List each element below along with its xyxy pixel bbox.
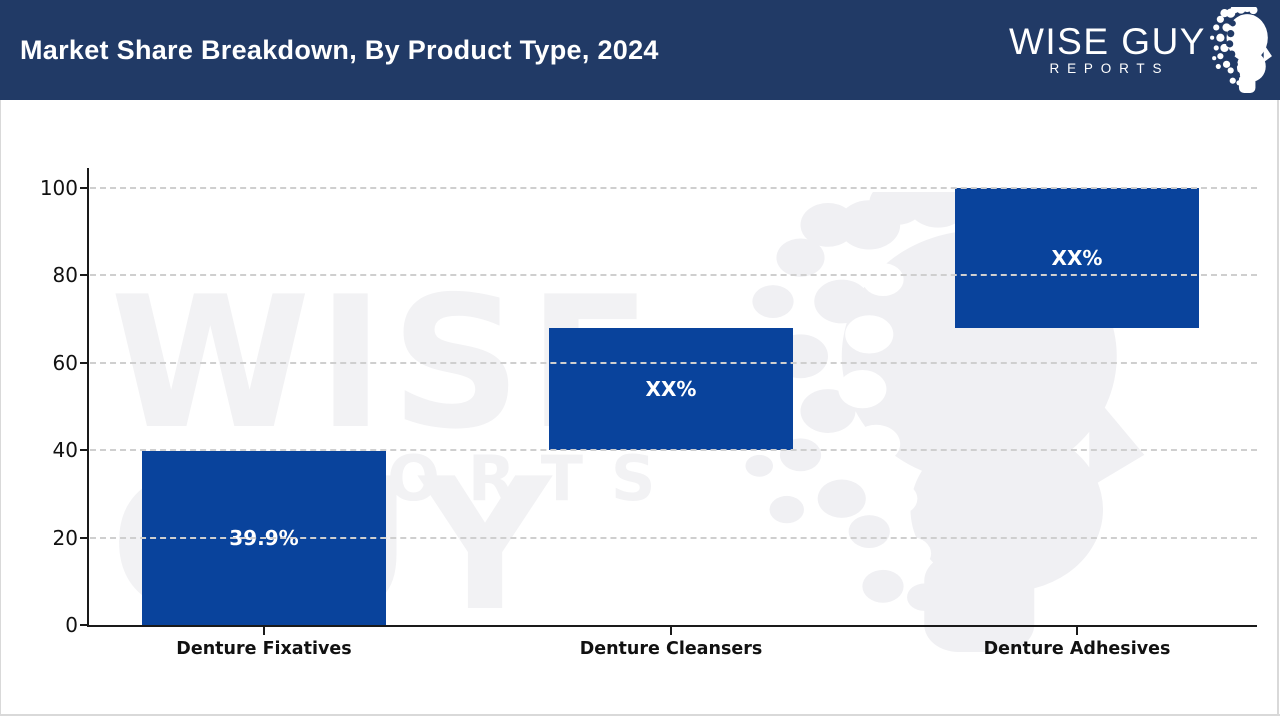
x-category-label: Denture Adhesives [983, 639, 1171, 659]
page-title: Market Share Breakdown, By Product Type,… [20, 34, 659, 65]
y-tick-label: 0 [65, 613, 78, 637]
y-tick-label: 80 [52, 263, 78, 288]
card-border-left [0, 100, 1, 714]
y-tick-label: 60 [52, 350, 78, 375]
y-tick-label: 100 [39, 176, 78, 200]
y-gridline [90, 274, 1257, 277]
logo-line2: REPORTS [1049, 61, 1170, 76]
x-category-label: Denture Cleansers [579, 639, 763, 659]
x-tick-mark [1076, 627, 1078, 635]
bar-value-label: XX% [645, 377, 697, 401]
y-tick-mark [80, 187, 88, 189]
y-gridline [90, 361, 1257, 364]
wiseguy-logo: WISE GUY REPORTS [1009, 0, 1274, 100]
x-category-label: Denture Fixatives [176, 639, 352, 659]
bar: XX% [955, 188, 1199, 328]
y-gridline [90, 536, 1257, 539]
y-tick-label: 40 [52, 438, 78, 463]
bar: XX% [549, 327, 793, 451]
header-bar: Market Share Breakdown, By Product Type,… [0, 0, 1280, 100]
wiseguy-head-icon [1210, 7, 1272, 93]
logo-line1: WISE GUY [1008, 21, 1206, 62]
card-border-bottom [0, 714, 1280, 716]
y-axis [87, 168, 89, 627]
y-tick-label: 20 [52, 525, 78, 550]
x-tick-mark [670, 627, 672, 635]
y-tick-mark [80, 449, 88, 452]
y-tick-mark [80, 536, 88, 539]
logo-text: WISE GUY REPORTS [1009, 23, 1206, 77]
bar-value-label: XX% [1051, 245, 1103, 270]
y-tick-mark [80, 274, 88, 277]
x-tick-mark [263, 627, 265, 635]
y-gridline [90, 187, 1257, 189]
y-tick-mark [80, 624, 88, 626]
card-border-right [1277, 100, 1279, 714]
y-gridline [90, 449, 1257, 452]
y-tick-mark [80, 361, 88, 364]
x-axis [87, 625, 1257, 627]
